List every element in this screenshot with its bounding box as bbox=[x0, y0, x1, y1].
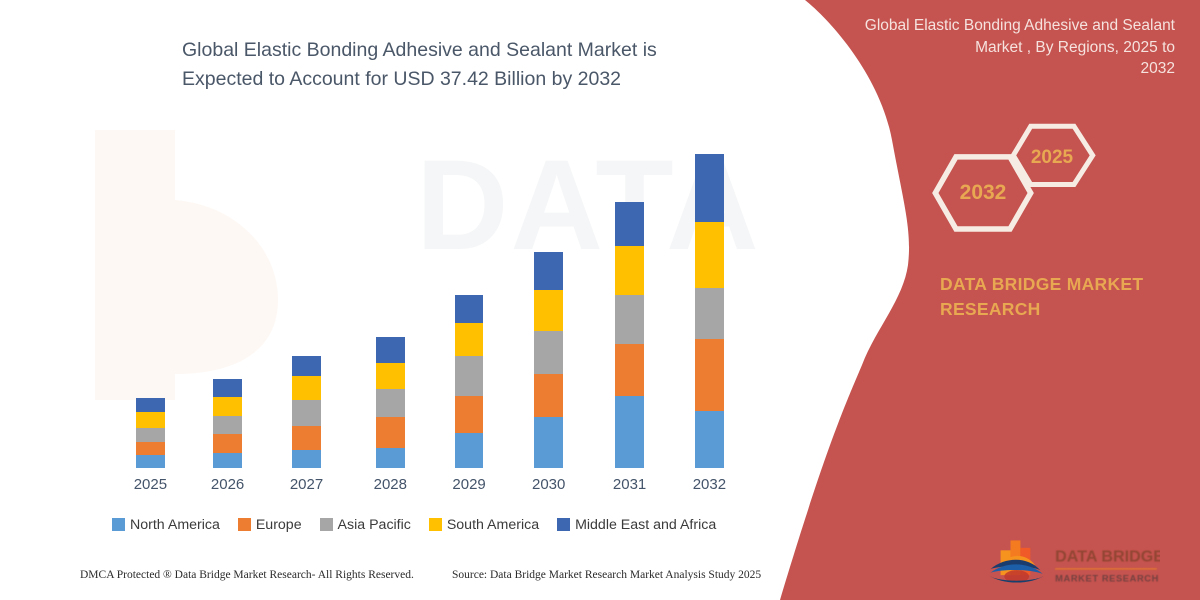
svg-text:2032: 2032 bbox=[960, 181, 1007, 204]
svg-text:DATA BRIDGE: DATA BRIDGE bbox=[1055, 547, 1160, 565]
svg-text:2025: 2025 bbox=[1031, 147, 1074, 168]
svg-text:MARKET RESEARCH: MARKET RESEARCH bbox=[1055, 573, 1159, 583]
